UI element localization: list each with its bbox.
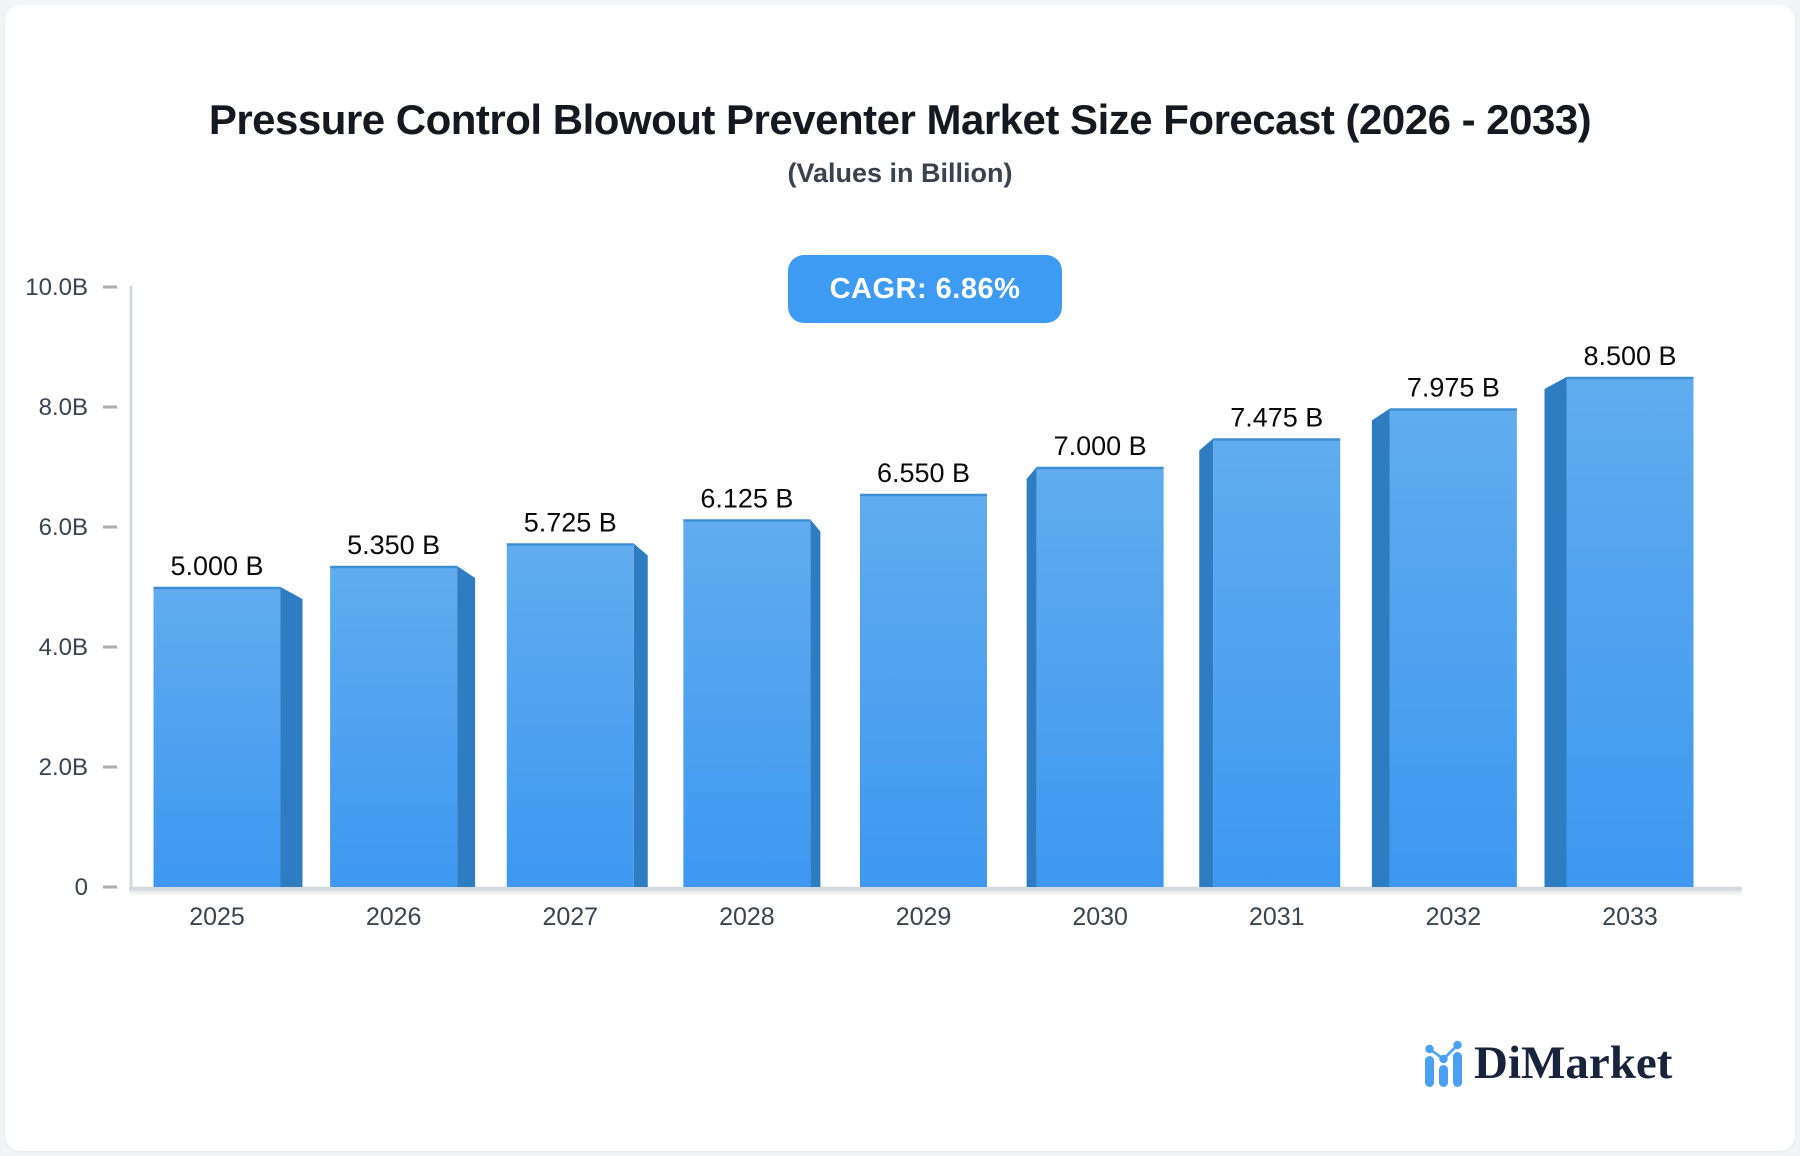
- bar-front-face: [1213, 438, 1341, 887]
- bar-side-face: [1199, 438, 1214, 887]
- bar-2033: 8.500 B 2033: [1544, 341, 1694, 931]
- bar-front-face: [330, 566, 458, 887]
- bar-2026: 5.350 B 2026: [330, 530, 476, 931]
- x-tick-label: 2027: [542, 903, 598, 931]
- bar-2025: 5.000 B 2025: [153, 551, 303, 931]
- bar-value-label: 6.125 B: [700, 484, 793, 514]
- bar-2028: 6.125 B 2028: [683, 484, 821, 931]
- bar-2027: 5.725 B 2027: [506, 508, 648, 931]
- brand-logo: DiMarket: [1425, 1038, 1672, 1088]
- bar-front-face: [1566, 377, 1694, 887]
- y-tick-label: 0: [75, 874, 88, 901]
- bar-side-face: [1371, 408, 1390, 887]
- y-tick-label: 4.0B: [39, 634, 88, 661]
- bar-value-label: 7.475 B: [1230, 403, 1323, 433]
- bar-front-face: [1389, 408, 1517, 887]
- x-tick-label: 2025: [189, 903, 245, 931]
- mini-bar-line-chart-icon: [1425, 1040, 1462, 1087]
- bar-front-face: [506, 543, 634, 887]
- bar-front-face: [153, 587, 281, 887]
- bar-side-face: [457, 566, 476, 887]
- bar-2031: 7.475 B 2031: [1199, 403, 1341, 931]
- x-tick-label: 2033: [1602, 903, 1658, 931]
- y-tick-label: 2.0B: [39, 754, 88, 781]
- bar-2032: 7.975 B 2032: [1371, 373, 1517, 931]
- bar-side-face: [280, 587, 303, 887]
- brand-name: DiMarket: [1474, 1037, 1673, 1089]
- chart-title: Pressure Control Blowout Preventer Marke…: [208, 96, 1592, 143]
- x-tick-label: 2029: [896, 903, 952, 931]
- bar-side-face: [1026, 467, 1037, 887]
- bar-side-face: [1544, 377, 1567, 887]
- bar-front-face: [683, 519, 811, 887]
- y-tick-label: 10.0B: [25, 274, 88, 301]
- x-tick-label: 2026: [366, 903, 422, 931]
- x-tick-label: 2031: [1249, 903, 1305, 931]
- bar-front-face: [1036, 467, 1164, 887]
- bar-value-label: 8.500 B: [1583, 341, 1676, 371]
- cagr-badge: CAGR: 6.86%: [788, 255, 1062, 323]
- x-tick-label: 2028: [719, 903, 775, 931]
- chart-subtitle: (Values in Billion): [787, 158, 1013, 188]
- baseline-shadow: [129, 890, 1742, 896]
- y-tick-label: 6.0B: [39, 514, 88, 541]
- bar-side-face: [633, 543, 648, 887]
- bar-value-label: 7.000 B: [1054, 431, 1147, 461]
- bar-value-label: 5.725 B: [524, 508, 617, 538]
- bar-value-label: 5.350 B: [347, 530, 440, 560]
- bar-value-label: 7.975 B: [1407, 373, 1500, 403]
- bar-side-face: [810, 519, 821, 887]
- x-tick-label: 2030: [1072, 903, 1128, 931]
- bar-front-face: [860, 494, 987, 887]
- y-tick-label: 8.0B: [39, 394, 88, 421]
- bar-value-label: 5.000 B: [170, 551, 263, 581]
- bar-2029: 6.550 B 2029: [860, 458, 987, 931]
- bar-2030: 7.000 B 2030: [1026, 431, 1164, 931]
- x-tick-label: 2032: [1426, 903, 1482, 931]
- bar-value-label: 6.550 B: [877, 458, 970, 488]
